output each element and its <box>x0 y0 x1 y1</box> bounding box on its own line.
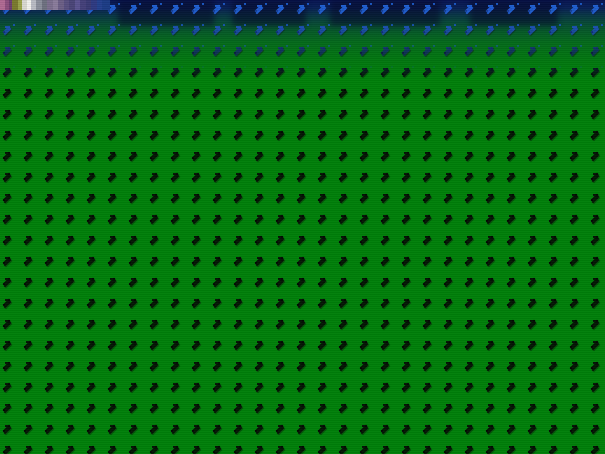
color-swatch <box>31 0 36 10</box>
color-swatch <box>0 0 5 10</box>
blue-glyph-tile-layer <box>0 0 605 80</box>
color-swatch <box>9 0 12 10</box>
color-swatch <box>75 0 80 10</box>
color-swatch <box>5 0 9 10</box>
color-swatch <box>22 0 27 10</box>
color-swatch <box>102 0 110 10</box>
color-swatch <box>18 0 22 10</box>
color-swatch <box>69 0 75 10</box>
color-swatch <box>12 0 18 10</box>
color-block-strip <box>0 0 110 10</box>
blue-glyph-mask <box>0 0 605 80</box>
color-swatch <box>97 0 102 10</box>
color-swatch <box>80 0 86 10</box>
color-swatch <box>64 0 69 10</box>
color-swatch <box>36 0 42 10</box>
color-swatch <box>91 0 97 10</box>
color-swatch <box>58 0 64 10</box>
color-swatch <box>53 0 58 10</box>
color-swatch <box>47 0 53 10</box>
color-swatch <box>86 0 91 10</box>
color-swatch <box>27 0 31 10</box>
color-swatch <box>42 0 47 10</box>
